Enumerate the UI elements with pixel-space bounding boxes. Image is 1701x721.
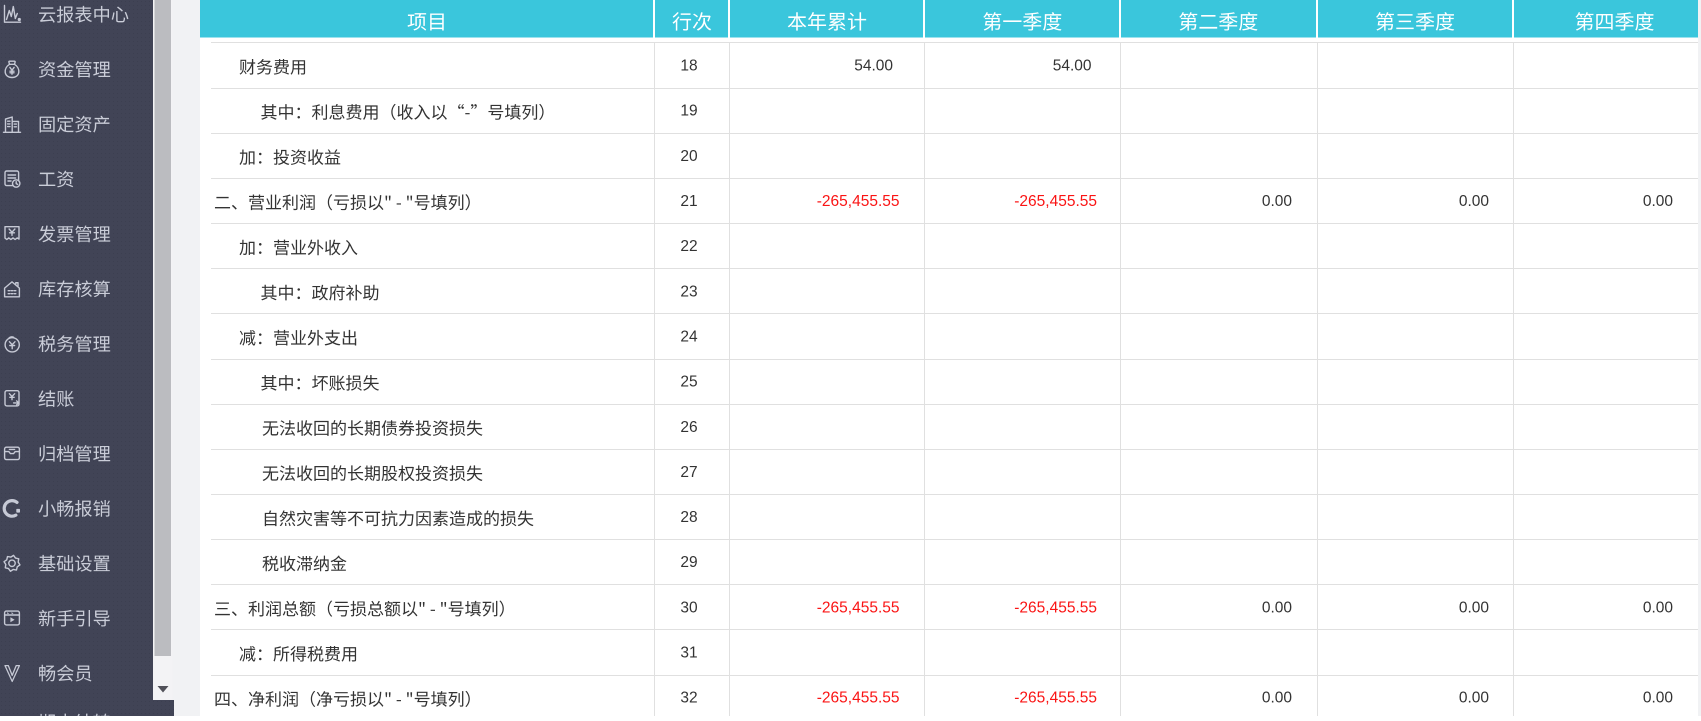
svg-text:32: 32 <box>680 690 697 707</box>
svg-text:27: 27 <box>680 464 697 481</box>
svg-text:0.00: 0.00 <box>1459 193 1490 210</box>
svg-text:-265,455.55: -265,455.55 <box>1014 193 1097 210</box>
svg-text:0.00: 0.00 <box>1643 599 1674 616</box>
svg-text:-265,455.55: -265,455.55 <box>817 690 900 707</box>
svg-text:-265,455.55: -265,455.55 <box>1014 690 1097 707</box>
svg-text:31: 31 <box>680 645 697 662</box>
svg-text:-265,455.55: -265,455.55 <box>817 599 900 616</box>
svg-text:25: 25 <box>680 374 697 391</box>
svg-text:26: 26 <box>680 419 697 436</box>
svg-text:19: 19 <box>680 103 697 120</box>
svg-text:21: 21 <box>680 193 697 210</box>
svg-text:54.00: 54.00 <box>854 58 893 75</box>
svg-text:0.00: 0.00 <box>1459 690 1490 707</box>
svg-text:29: 29 <box>680 554 697 571</box>
svg-text:0.00: 0.00 <box>1262 599 1293 616</box>
svg-text:28: 28 <box>680 509 697 526</box>
svg-text:0.00: 0.00 <box>1262 690 1293 707</box>
svg-text:22: 22 <box>680 238 697 255</box>
svg-text:-265,455.55: -265,455.55 <box>817 193 900 210</box>
svg-text:0.00: 0.00 <box>1643 690 1674 707</box>
svg-text:23: 23 <box>680 283 697 300</box>
svg-text:54.00: 54.00 <box>1053 58 1092 75</box>
svg-text:0.00: 0.00 <box>1643 193 1674 210</box>
svg-text:24: 24 <box>680 328 698 345</box>
svg-text:0.00: 0.00 <box>1459 599 1490 616</box>
svg-text:0.00: 0.00 <box>1262 193 1293 210</box>
svg-text:18: 18 <box>680 58 697 75</box>
svg-text:20: 20 <box>680 148 698 165</box>
svg-text:-265,455.55: -265,455.55 <box>1014 599 1097 616</box>
svg-text:30: 30 <box>680 599 698 616</box>
